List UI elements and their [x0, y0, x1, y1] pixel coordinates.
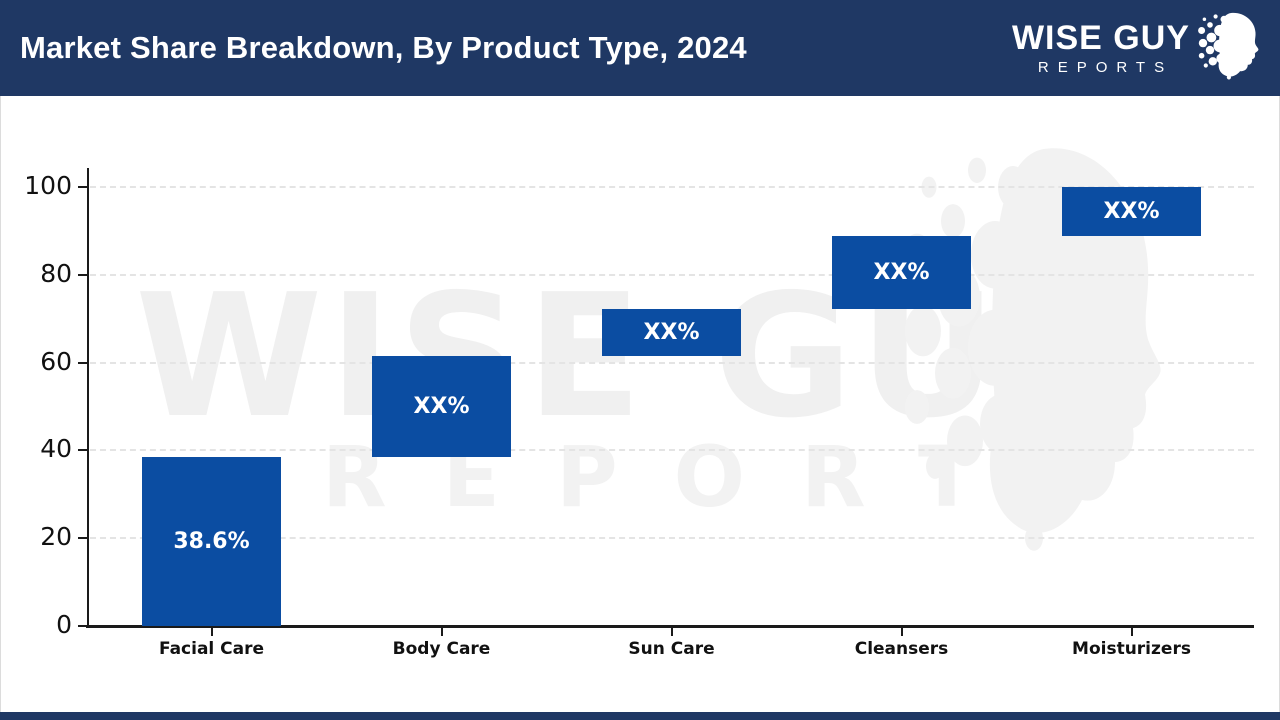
- y-axis-line: [87, 168, 89, 627]
- dotted-face-logo-icon: [1198, 12, 1259, 80]
- page-title: Market Share Breakdown, By Product Type,…: [20, 30, 747, 65]
- bar-cleansers: XX%: [832, 235, 971, 309]
- x-category-label: Body Care: [392, 639, 491, 659]
- logo-primary-text: WISE GUY: [1011, 18, 1190, 57]
- y-tick-label: 80: [40, 258, 72, 288]
- y-tick-label: 0: [56, 610, 72, 639]
- bar-body-care: XX%: [372, 356, 511, 457]
- x-category-label: Cleansers: [854, 639, 949, 659]
- x-axis-line: [86, 625, 1254, 628]
- x-category-label: Sun Care: [628, 639, 715, 659]
- x-category-label: Moisturizers: [1072, 639, 1191, 659]
- footer-bar: [0, 712, 1280, 720]
- logo-secondary-text: REPORTS: [1037, 58, 1174, 76]
- y-tick-label: 40: [40, 434, 72, 464]
- header-bar: Market Share Breakdown, By Product Type,…: [0, 0, 1280, 96]
- logo-wordmark: WISE GUY REPORTS: [1012, 21, 1190, 76]
- y-tick-label: 20: [40, 522, 72, 552]
- y-tick-label: 100: [24, 171, 72, 200]
- bar-facial-care: 38.6%: [142, 456, 281, 626]
- bar-moisturizers: XX%: [1062, 187, 1201, 236]
- left-border: [0, 96, 1, 712]
- x-category-label: Facial Care: [158, 639, 265, 659]
- bar-sun-care: XX%: [602, 308, 741, 356]
- wise-guy-logo: WISE GUY REPORTS: [1012, 8, 1266, 88]
- y-tick-label: 60: [40, 346, 72, 376]
